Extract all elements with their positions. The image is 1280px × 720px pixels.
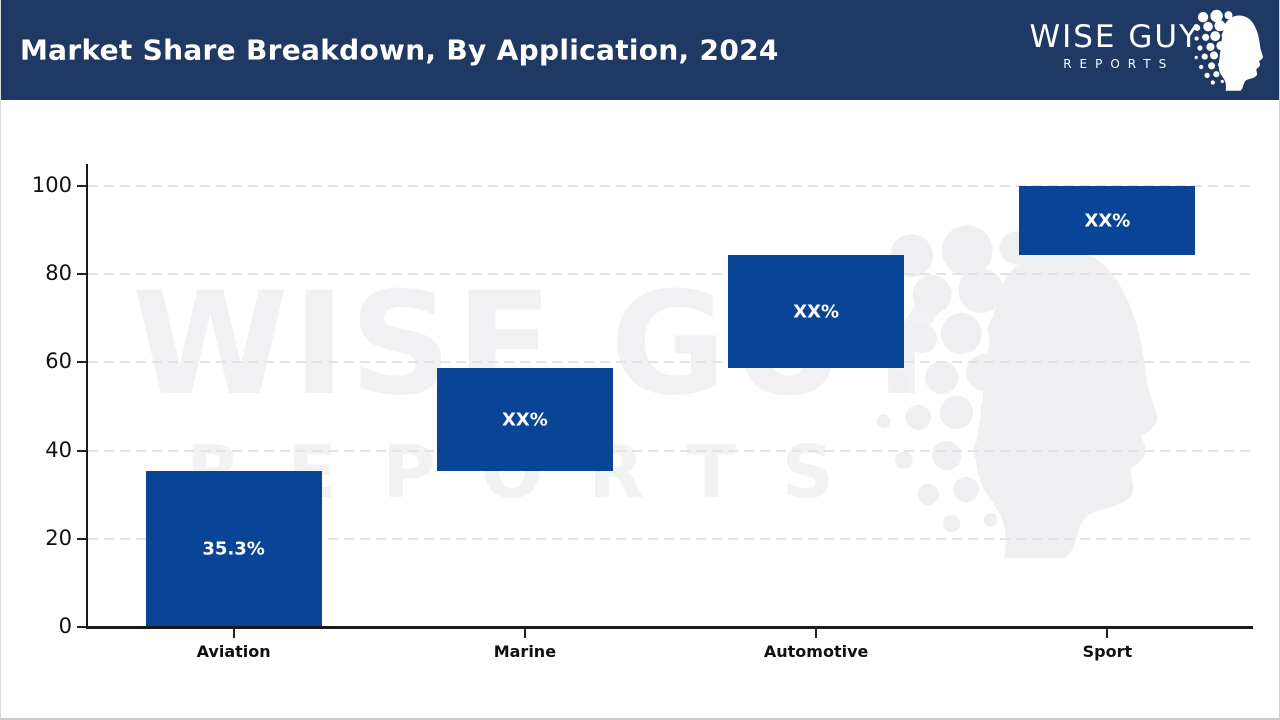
- gridline-60: [88, 361, 1253, 364]
- bar-marine: XX%: [436, 368, 613, 472]
- chart-canvas: WISE GUY REPORTS 0 20 40 60 80 100 35.3% XX% XX%…: [0, 100, 1280, 720]
- gridline-40: [88, 449, 1253, 452]
- x-tick-mark: [815, 629, 818, 638]
- logo-brand-top: WISE GUY: [1029, 19, 1200, 55]
- wise-guy-logo: WISE GUY REPORTS: [1008, 0, 1268, 100]
- x-category-label-marine: Marine: [493, 642, 557, 661]
- bar-sport: XX%: [1019, 186, 1196, 256]
- y-tick-mark: [77, 185, 86, 188]
- y-tick-mark: [77, 361, 86, 364]
- gridline-80: [88, 273, 1253, 276]
- gridline-20: [88, 537, 1253, 540]
- bar-value-label: 35.3%: [202, 538, 265, 560]
- wise-guy-head-icon: [1194, 9, 1263, 91]
- y-tick-mark: [77, 626, 86, 628]
- plot-area: 0 20 40 60 80 100 35.3% XX% XX% XX% Aviation Marine…: [0, 100, 1280, 720]
- y-tick-mark: [77, 537, 86, 540]
- bar-value-label: XX%: [501, 409, 548, 431]
- page-title: Market Share Breakdown, By Application, …: [20, 33, 779, 67]
- y-tick-label: 60: [45, 349, 72, 374]
- x-tick-mark: [232, 629, 235, 638]
- x-category-label-aviation: Aviation: [196, 642, 271, 661]
- y-tick-label: 40: [45, 437, 72, 462]
- y-tick-mark: [77, 449, 86, 452]
- bar-value-label: XX%: [1084, 210, 1131, 232]
- watermark-head-icon: [874, 225, 1158, 558]
- gridline-100: [88, 185, 1253, 188]
- y-axis-spine: [86, 164, 88, 629]
- x-tick-mark: [523, 629, 526, 638]
- x-category-label-automotive: Automotive: [763, 642, 869, 661]
- bar-aviation: 35.3%: [145, 471, 322, 627]
- x-category-label-sport: Sport: [1082, 642, 1133, 661]
- logo-text: WISE GUY REPORTS: [1029, 19, 1200, 72]
- header-bar: Market Share Breakdown, By Application, …: [0, 0, 1280, 100]
- y-tick-label: 80: [45, 261, 72, 286]
- x-tick-mark: [1106, 629, 1109, 638]
- logo-brand-bottom: REPORTS: [1063, 57, 1175, 71]
- y-tick-mark: [77, 273, 86, 276]
- bar-value-label: XX%: [793, 301, 840, 323]
- y-tick-label: 20: [45, 525, 72, 550]
- x-axis-spine: [86, 626, 1253, 629]
- bar-automotive: XX%: [728, 255, 905, 369]
- y-tick-label: 0: [58, 614, 72, 638]
- y-tick-label: 100: [31, 173, 72, 198]
